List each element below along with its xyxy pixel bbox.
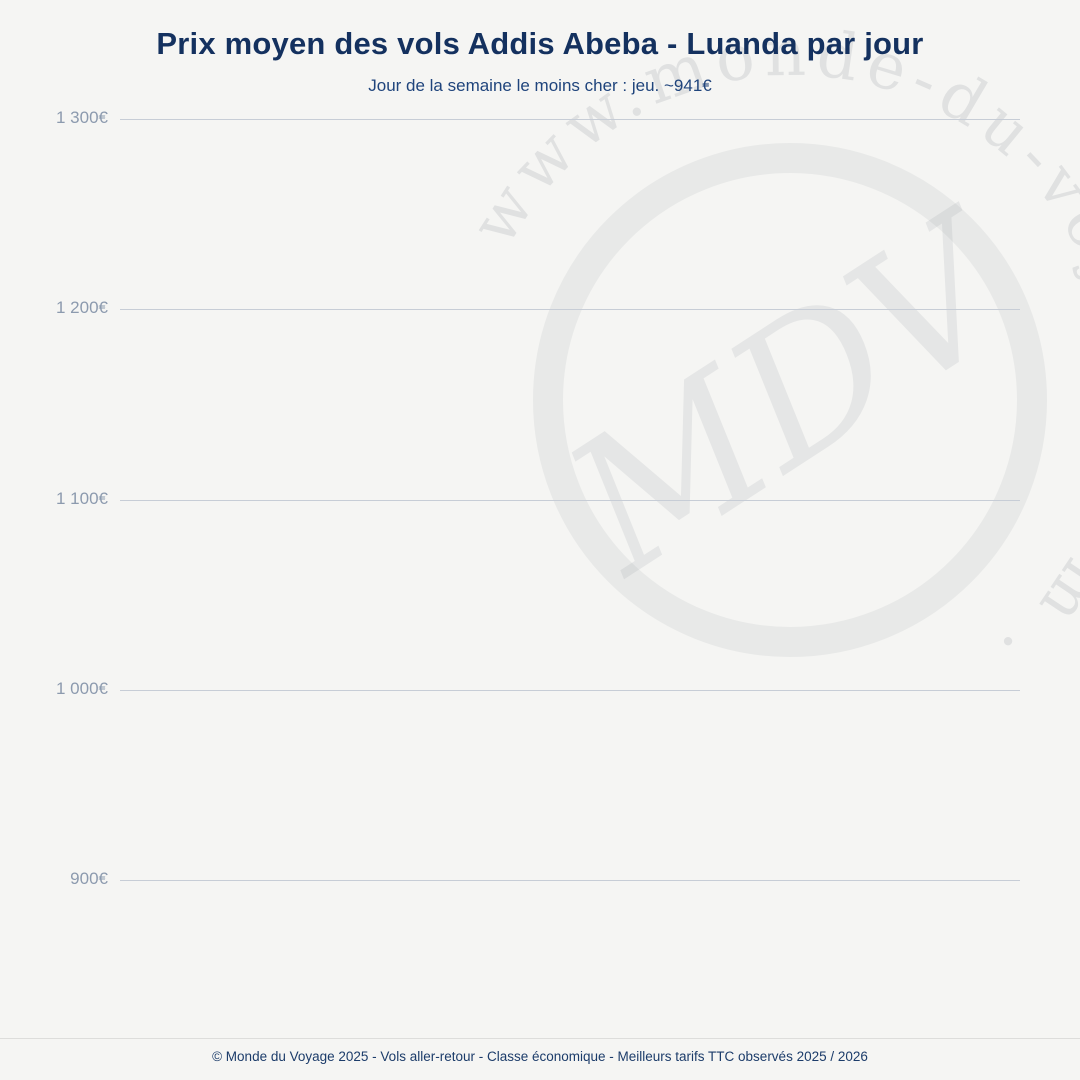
gridline <box>120 119 1020 120</box>
y-axis-label: 1 200€ <box>56 298 108 318</box>
y-axis-label: 1 000€ <box>56 678 108 698</box>
footer-divider <box>0 1038 1080 1039</box>
gridline <box>120 499 1020 501</box>
y-axis-label: 900€ <box>70 869 108 888</box>
y-axis-label: 1 100€ <box>56 488 108 508</box>
gridline <box>120 880 1020 881</box>
footer-text: © Monde du Voyage 2025 - Vols aller-reto… <box>212 1049 868 1064</box>
gridline <box>120 689 1020 691</box>
y-axis-label: 1 300€ <box>56 108 108 127</box>
chart-title: Prix moyen des vols Addis Abeba - Luanda… <box>156 26 924 61</box>
bar-columns <box>140 119 960 880</box>
gridline <box>120 309 1020 311</box>
chart-subtitle: Jour de la semaine le moins cher : jeu. … <box>368 76 712 95</box>
